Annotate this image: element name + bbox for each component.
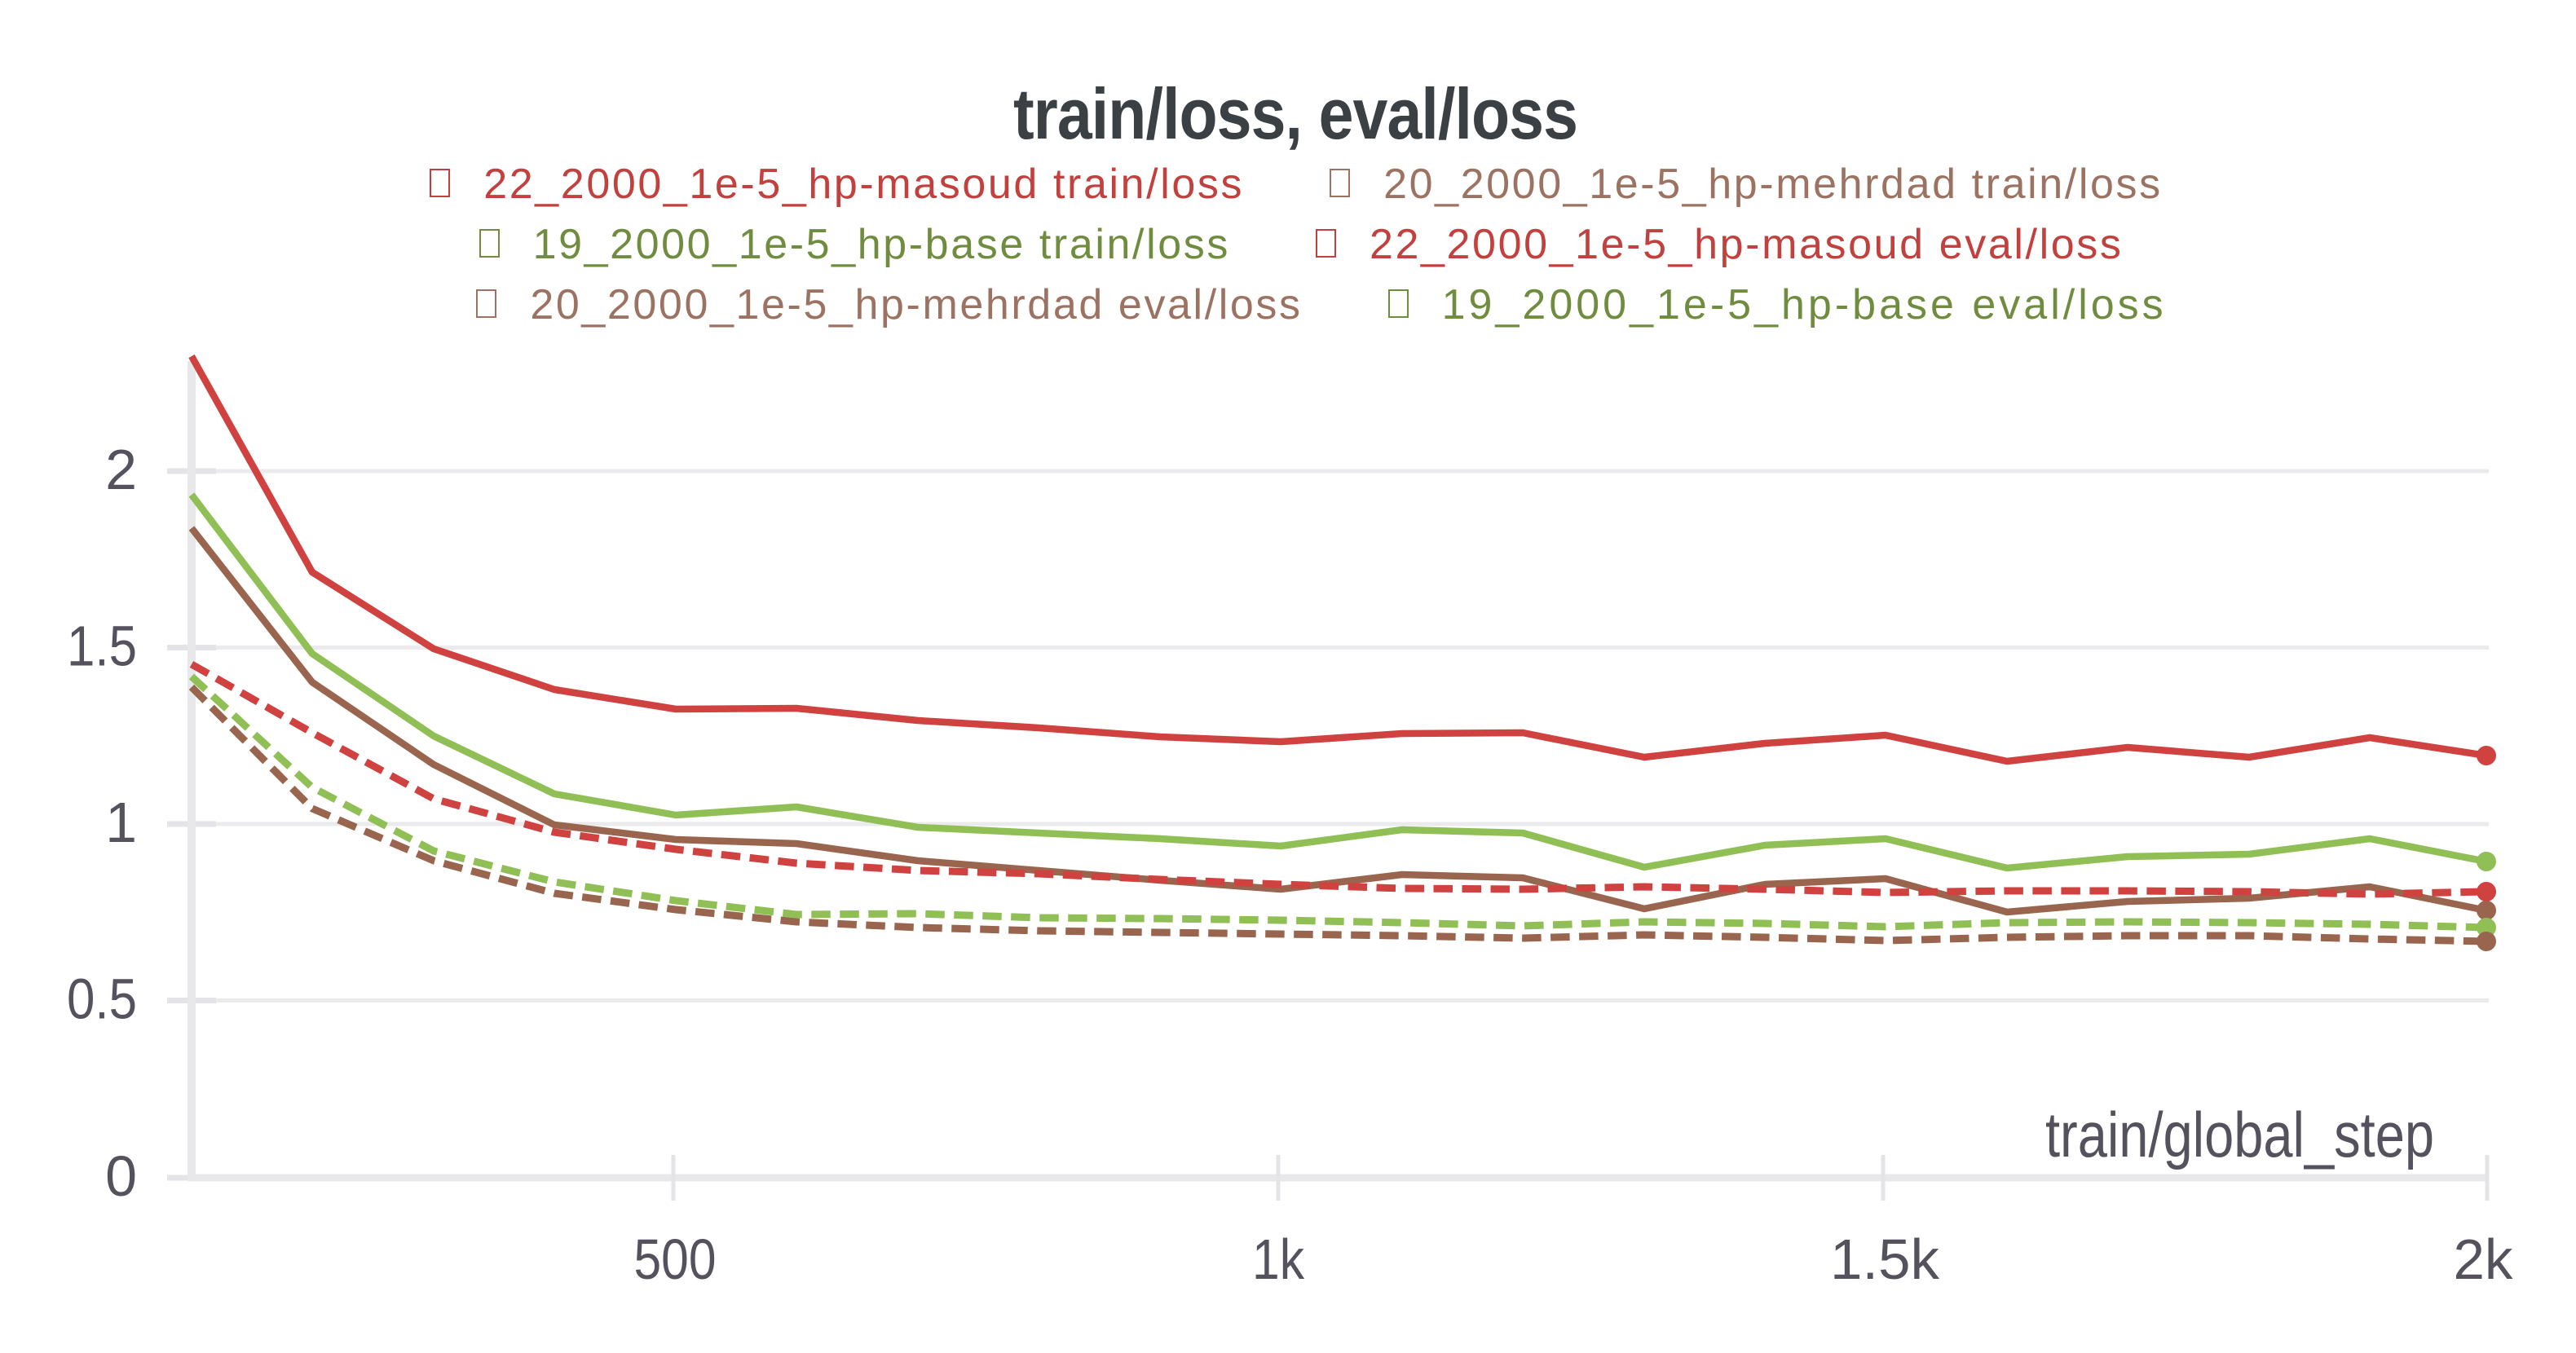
svg-text:0.5: 0.5 [67, 967, 137, 1031]
svg-text:train/global_step: train/global_step [2045, 1099, 2434, 1170]
svg-text:1.5: 1.5 [67, 615, 137, 678]
svg-text:0: 0 [105, 1144, 137, 1208]
svg-text:1k: 1k [1252, 1227, 1305, 1291]
svg-text:1: 1 [105, 791, 137, 854]
svg-text:1.5k: 1.5k [1830, 1227, 1940, 1291]
svg-text:2k: 2k [2454, 1227, 2514, 1291]
svg-text:2: 2 [105, 438, 137, 501]
svg-text:500: 500 [634, 1227, 717, 1291]
